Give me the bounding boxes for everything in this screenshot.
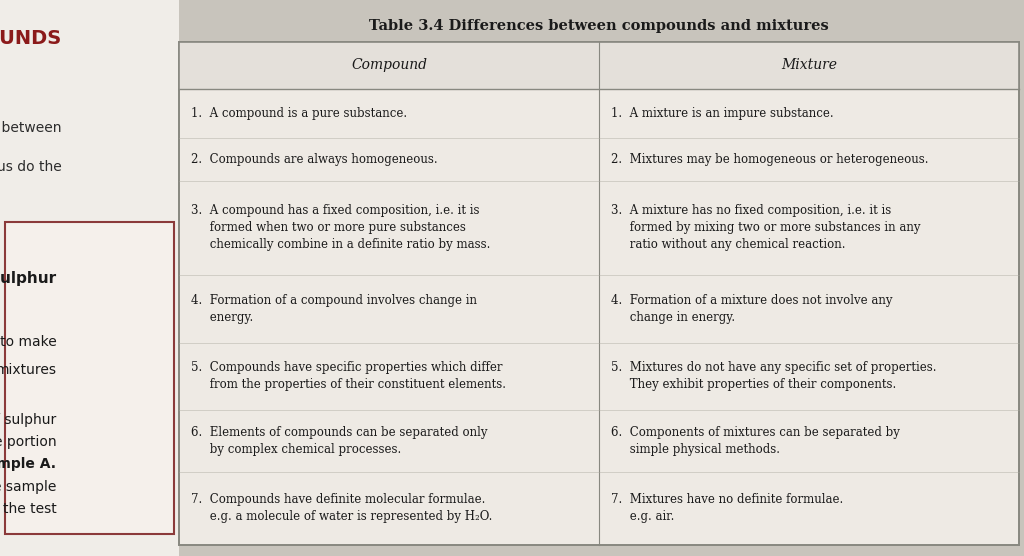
Text: s between: s between bbox=[0, 121, 61, 135]
Text: the test: the test bbox=[3, 502, 56, 516]
Bar bbox=[599, 42, 1019, 89]
Text: Compound: Compound bbox=[351, 58, 427, 72]
Text: us do the: us do the bbox=[0, 160, 61, 174]
Bar bbox=[5, 222, 174, 534]
Text: 6.  Elements of compounds can be separated only
     by complex chemical process: 6. Elements of compounds can be separate… bbox=[191, 426, 488, 456]
Text: 2.  Mixtures may be homogeneous or heterogeneous.: 2. Mixtures may be homogeneous or hetero… bbox=[611, 152, 929, 166]
Text: mixtures: mixtures bbox=[0, 363, 56, 377]
Text: e sample: e sample bbox=[0, 479, 56, 494]
Bar bbox=[0, 0, 179, 556]
Text: 4.  Formation of a mixture does not involve any
     change in energy.: 4. Formation of a mixture does not invol… bbox=[611, 294, 893, 324]
Text: d sulphur: d sulphur bbox=[0, 271, 56, 285]
Text: Mixture: Mixture bbox=[781, 58, 837, 72]
Bar bbox=[179, 42, 599, 89]
Text: r to make: r to make bbox=[0, 335, 56, 349]
Text: ample A.: ample A. bbox=[0, 457, 56, 471]
Text: MPOUNDS: MPOUNDS bbox=[0, 29, 61, 48]
Text: 6.  Components of mixtures can be separated by
     simple physical methods.: 6. Components of mixtures can be separat… bbox=[611, 426, 900, 456]
Text: 7.  Compounds have definite molecular formulae.
     e.g. a molecule of water is: 7. Compounds have definite molecular for… bbox=[191, 494, 493, 523]
Text: 5.  Compounds have specific properties which differ
     from the properties of : 5. Compounds have specific properties wh… bbox=[191, 361, 507, 391]
Text: f sulphur: f sulphur bbox=[0, 413, 56, 427]
Text: 7.  Mixtures have no definite formulae.
     e.g. air.: 7. Mixtures have no definite formulae. e… bbox=[611, 494, 844, 523]
Text: 2.  Compounds are always homogeneous.: 2. Compounds are always homogeneous. bbox=[191, 152, 438, 166]
Text: 1.  A compound is a pure substance.: 1. A compound is a pure substance. bbox=[191, 107, 408, 120]
Text: 3.  A compound has a fixed composition, i.e. it is
     formed when two or more : 3. A compound has a fixed composition, i… bbox=[191, 205, 490, 251]
Text: 5.  Mixtures do not have any specific set of properties.
     They exhibit prope: 5. Mixtures do not have any specific set… bbox=[611, 361, 937, 391]
Text: 3.  A mixture has no fixed composition, i.e. it is
     formed by mixing two or : 3. A mixture has no fixed composition, i… bbox=[611, 205, 921, 251]
Text: e portion: e portion bbox=[0, 435, 56, 449]
Text: 1.  A mixture is an impure substance.: 1. A mixture is an impure substance. bbox=[611, 107, 834, 120]
Text: 4.  Formation of a compound involves change in
     energy.: 4. Formation of a compound involves chan… bbox=[191, 294, 477, 324]
Bar bbox=[179, 42, 1019, 545]
Text: Table 3.4 Differences between compounds and mixtures: Table 3.4 Differences between compounds … bbox=[370, 19, 828, 33]
